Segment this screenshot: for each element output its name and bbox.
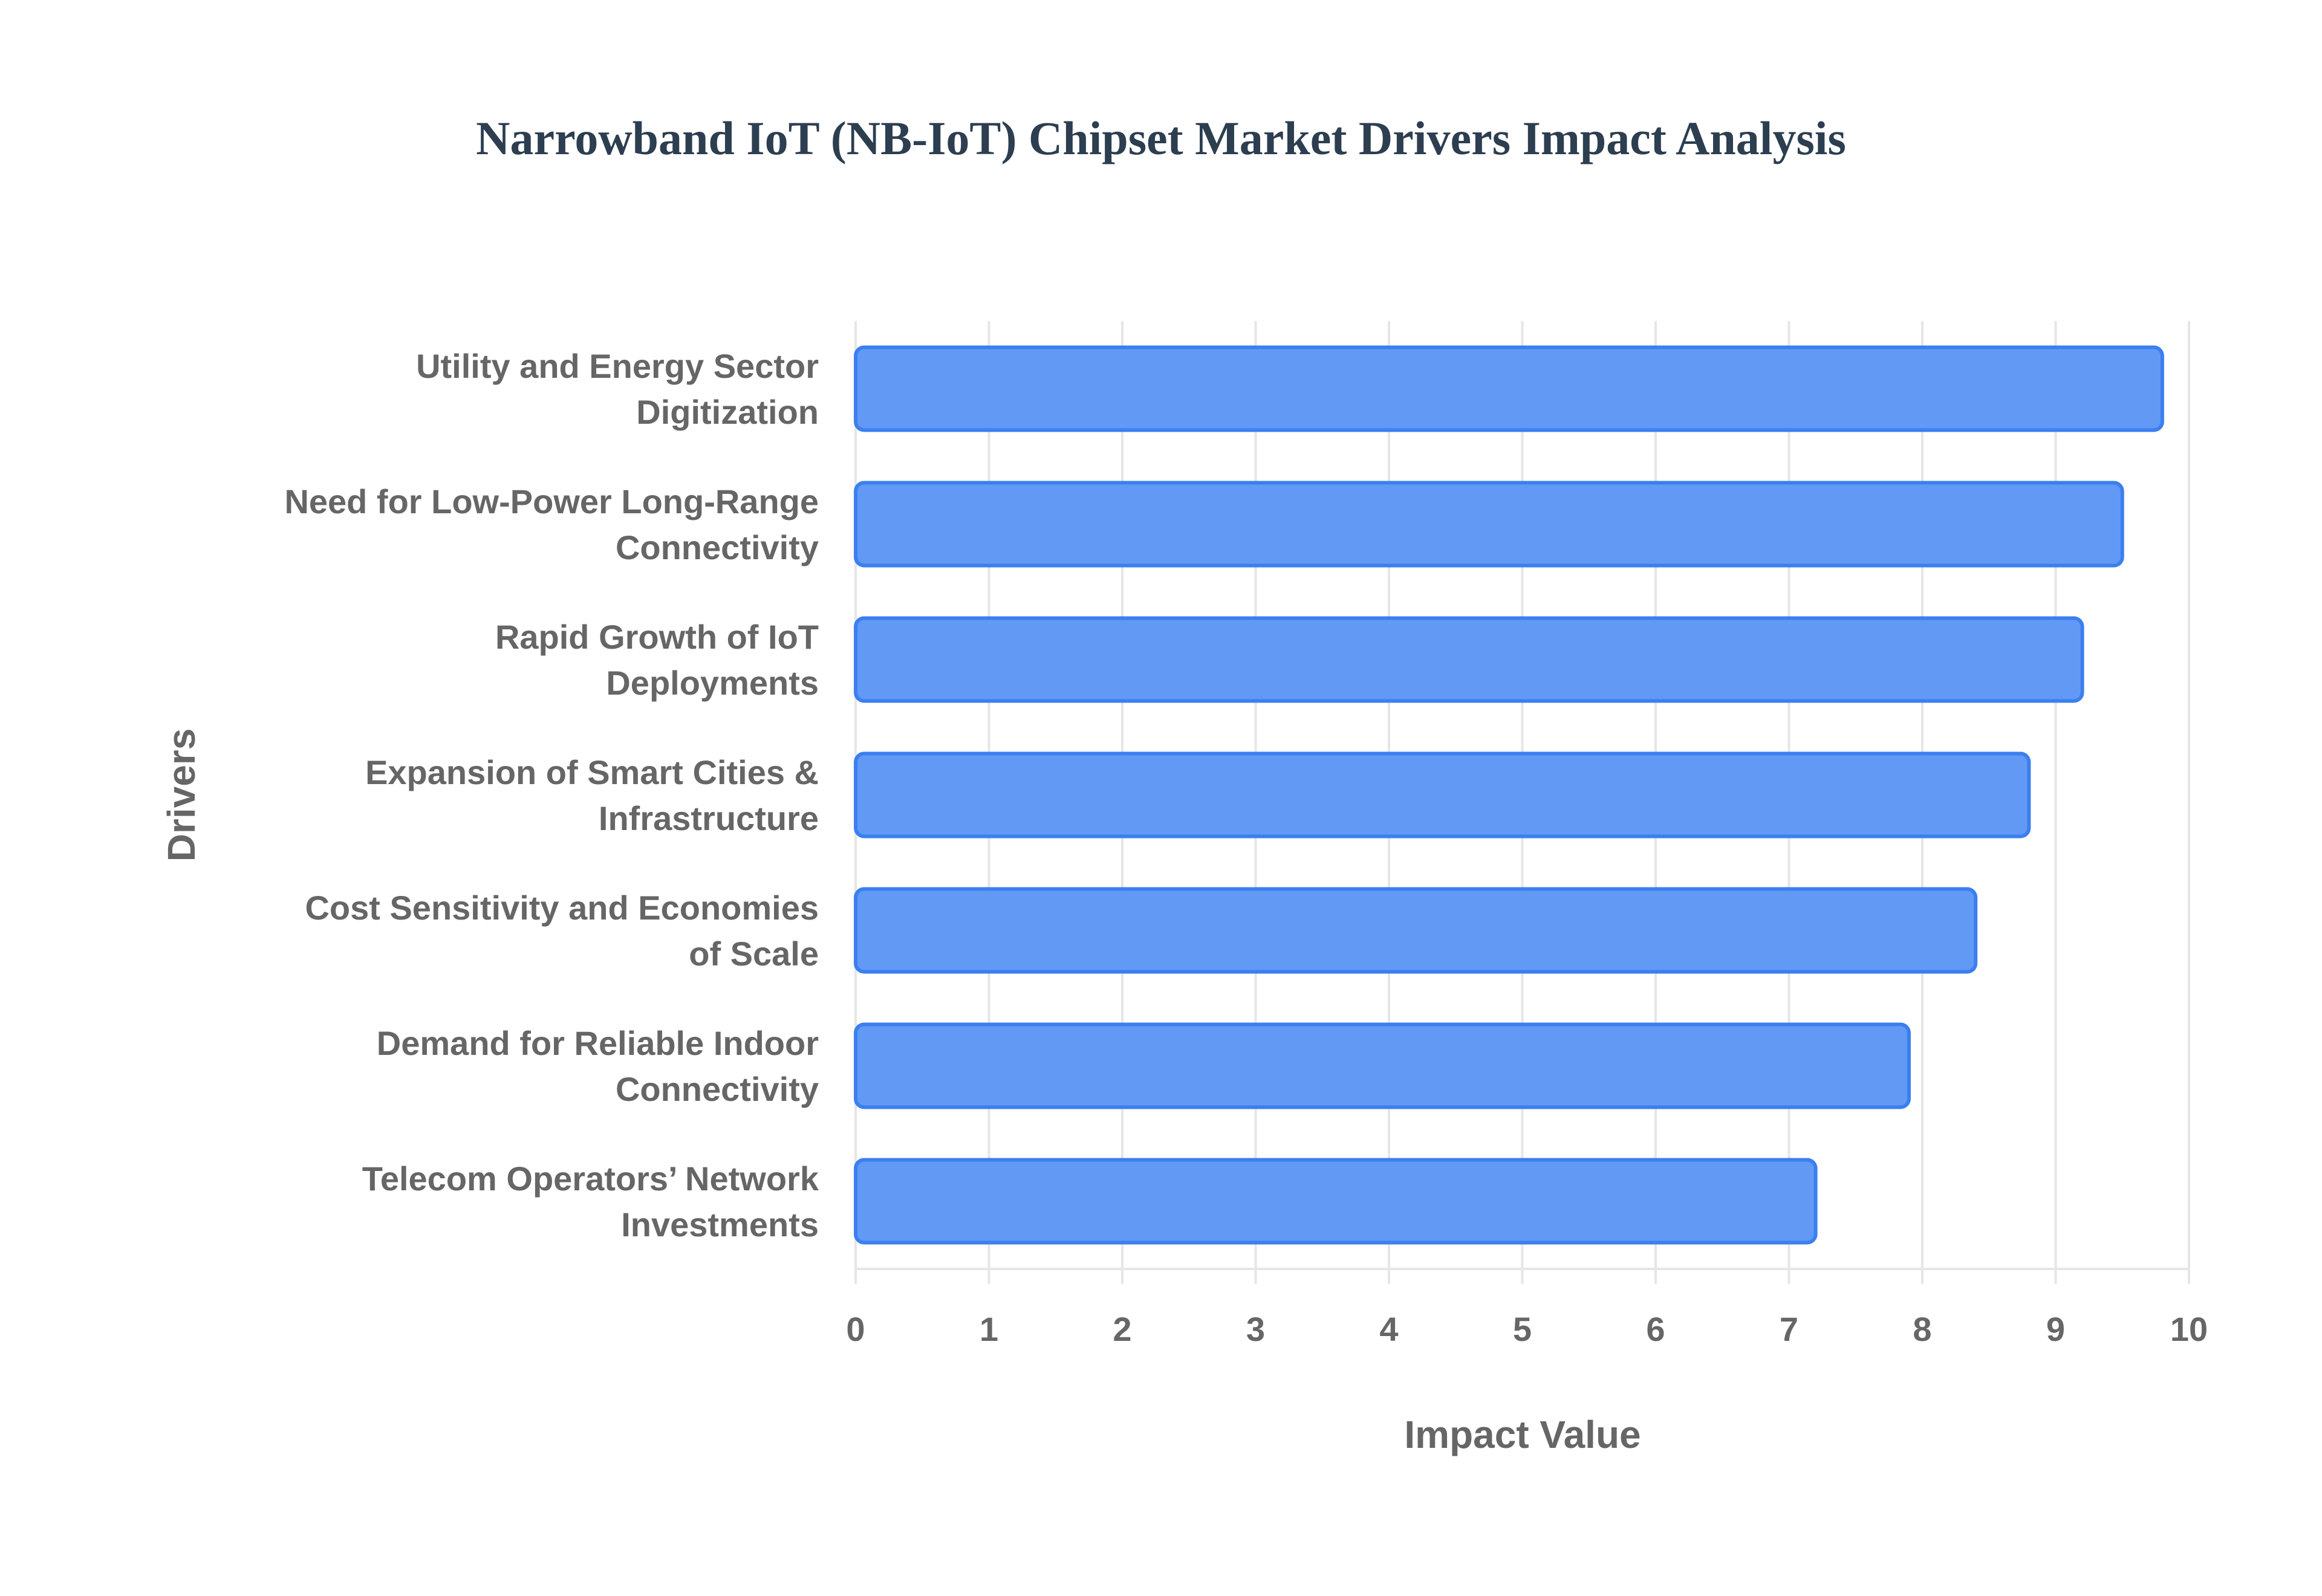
category-label-line: Expansion of Smart Cities &: [365, 753, 819, 791]
category-label: Need for Low-Power Long-Range Connectivit…: [284, 482, 819, 566]
category-label-line: Connectivity: [616, 528, 819, 566]
category-label-line: Infrastructure: [599, 799, 819, 837]
bar: [854, 887, 1978, 974]
x-axis-title: Impact Value: [1404, 1413, 1641, 1456]
x-tick-label: 5: [1513, 1310, 1532, 1348]
x-tick-label: 6: [1646, 1310, 1665, 1348]
bar: [854, 481, 2124, 568]
category-label-line: Deployments: [606, 664, 819, 702]
category-label: Utility and Energy Sector Digitization: [416, 347, 819, 431]
category-label-line: Connectivity: [616, 1070, 819, 1108]
x-tick-label: 1: [980, 1310, 998, 1348]
category-label: Telecom Operators’ Network Investments: [362, 1160, 819, 1244]
category-label-line: Need for Low-Power Long-Range: [284, 482, 819, 521]
bar: [854, 1022, 1911, 1109]
bar: [854, 345, 2164, 432]
bar: [854, 1158, 1818, 1245]
x-tick-label: 3: [1246, 1310, 1265, 1348]
category-label-line: Telecom Operators’ Network: [362, 1160, 819, 1198]
x-tick-label: 2: [1113, 1310, 1131, 1348]
category-label-line: of Scale: [689, 935, 819, 973]
bar: [854, 616, 2084, 703]
x-tick-label: 7: [1780, 1310, 1798, 1348]
category-label: Rapid Growth of IoT Deployments: [495, 618, 819, 702]
x-tick-label: 8: [1913, 1310, 1931, 1348]
category-label-line: Digitization: [636, 393, 819, 431]
category-label: Expansion of Smart Cities & Infrastructur…: [365, 753, 819, 837]
x-tick-label: 10: [2170, 1310, 2208, 1348]
x-tick-labels: 0 1 2 3 4 5 6 7 8 9 10: [846, 1310, 2208, 1348]
category-label-line: Investments: [621, 1205, 819, 1244]
y-axis-title: Drivers: [160, 728, 203, 862]
category-label: Demand for Reliable Indoor Connectivity: [377, 1024, 819, 1108]
category-label: Cost Sensitivity and Economies of Scale: [305, 889, 819, 973]
category-label-line: Utility and Energy Sector: [416, 347, 819, 385]
category-label-line: Demand for Reliable Indoor: [377, 1024, 819, 1062]
category-label-line: Cost Sensitivity and Economies: [305, 889, 819, 927]
category-labels: Utility and Energy Sector Digitization Nee…: [284, 347, 819, 1244]
x-tick-label: 9: [2046, 1310, 2065, 1348]
bars: [854, 345, 2164, 1245]
x-tick-label: 0: [846, 1310, 865, 1348]
x-tick-label: 4: [1379, 1310, 1398, 1348]
bar: [854, 751, 2031, 839]
chart-title: Narrowband IoT (NB-IoT) Chipset Market D…: [476, 112, 1846, 164]
category-label-line: Rapid Growth of IoT: [495, 618, 819, 656]
